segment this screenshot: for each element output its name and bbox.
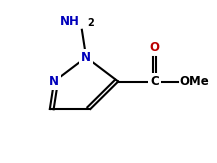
Text: OMe: OMe [179, 75, 209, 88]
Text: N: N [49, 75, 59, 88]
Text: O: O [150, 41, 159, 54]
Text: 2: 2 [87, 18, 94, 28]
Text: C: C [150, 75, 159, 88]
Text: N: N [81, 51, 91, 64]
Text: NH: NH [60, 15, 80, 28]
